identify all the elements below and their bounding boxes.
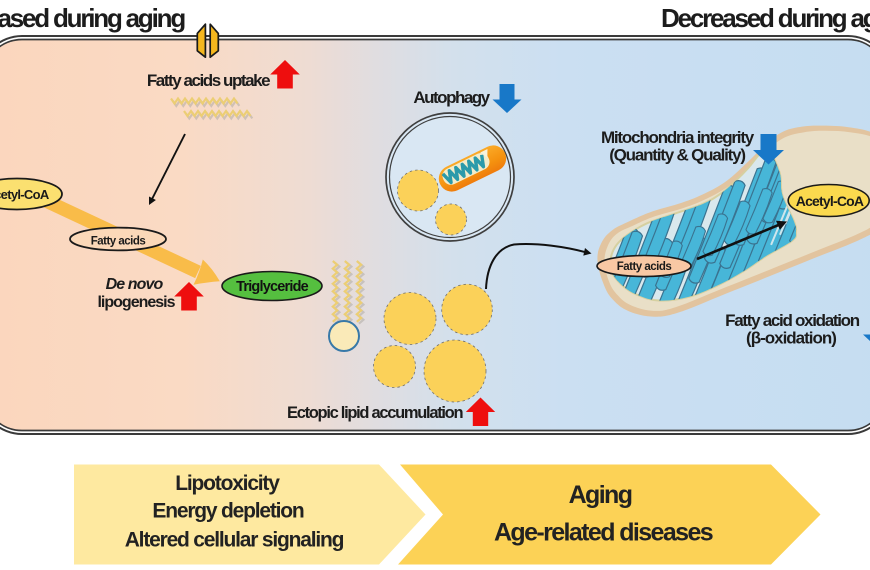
svg-text:Fatty acids uptake: Fatty acids uptake bbox=[147, 71, 270, 90]
svg-text:Increased during aging: Increased during aging bbox=[0, 3, 185, 33]
svg-text:Ectopic lipid accumulation: Ectopic lipid accumulation bbox=[287, 404, 463, 422]
svg-text:Altered cellular signaling: Altered cellular signaling bbox=[125, 529, 344, 552]
svg-text:Acetyl-CoA: Acetyl-CoA bbox=[0, 187, 50, 202]
svg-text:(Quantity & Quality): (Quantity & Quality) bbox=[609, 146, 745, 165]
svg-text:De novo: De novo bbox=[106, 276, 164, 293]
svg-text:Energy depletion: Energy depletion bbox=[152, 500, 304, 523]
svg-text:Lipotoxicity: Lipotoxicity bbox=[175, 472, 280, 495]
svg-text:(β-oxidation): (β-oxidation) bbox=[746, 329, 836, 348]
svg-text:Mitochondria integrity: Mitochondria integrity bbox=[601, 128, 755, 147]
svg-text:Autophagy: Autophagy bbox=[413, 88, 490, 107]
svg-text:Acetyl-CoA: Acetyl-CoA bbox=[796, 193, 864, 209]
svg-text:Fatty acid oxidation: Fatty acid oxidation bbox=[725, 311, 860, 330]
svg-text:Aging: Aging bbox=[569, 481, 632, 509]
svg-text:Triglyceride: Triglyceride bbox=[236, 279, 309, 295]
svg-text:Fatty acids: Fatty acids bbox=[91, 236, 146, 248]
svg-text:lipogenesis: lipogenesis bbox=[97, 294, 175, 311]
svg-text:Age-related diseases: Age-related diseases bbox=[494, 519, 713, 547]
svg-text:Fatty acids: Fatty acids bbox=[617, 261, 672, 273]
svg-text:Decreased during aging: Decreased during aging bbox=[661, 3, 870, 33]
